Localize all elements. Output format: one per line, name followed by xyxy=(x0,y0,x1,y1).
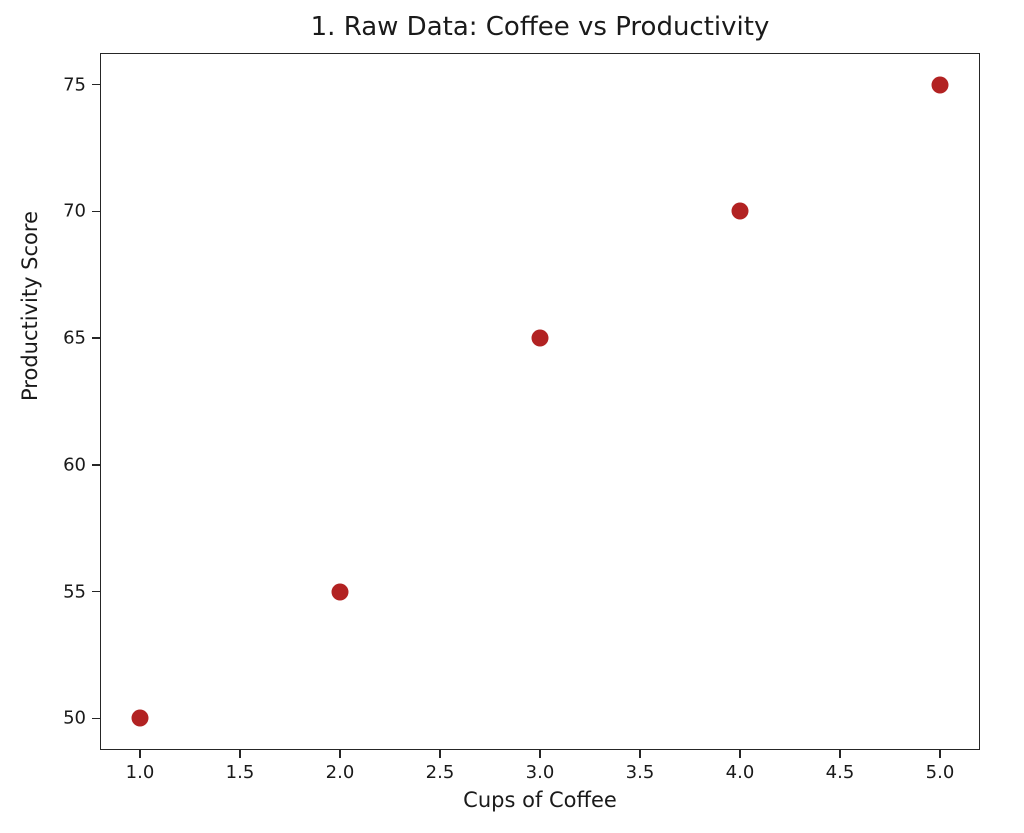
plot-area xyxy=(100,53,980,750)
x-tick-label: 2.0 xyxy=(325,762,355,783)
data-point xyxy=(331,583,349,601)
data-point xyxy=(531,329,549,347)
x-tick-label: 3.5 xyxy=(625,762,655,783)
x-tick-label: 4.5 xyxy=(825,762,855,783)
x-tick-mark xyxy=(139,750,141,758)
x-tick-mark xyxy=(739,750,741,758)
data-point xyxy=(731,202,749,220)
x-tick-mark xyxy=(939,750,941,758)
x-tick-label: 4.0 xyxy=(725,762,755,783)
x-tick-mark xyxy=(639,750,641,758)
data-point xyxy=(931,76,949,94)
y-tick-label: 70 xyxy=(63,200,86,222)
x-tick-label: 1.0 xyxy=(125,762,155,783)
y-tick-mark xyxy=(92,83,100,86)
y-tick-mark xyxy=(92,717,100,720)
x-axis-label: Cups of Coffee xyxy=(463,788,617,812)
x-tick-mark xyxy=(539,750,541,758)
x-tick-label: 1.5 xyxy=(225,762,255,783)
y-tick-mark xyxy=(92,337,100,339)
y-tick-label: 60 xyxy=(63,454,86,476)
y-tick-label: 55 xyxy=(63,581,86,603)
x-tick-mark xyxy=(339,750,341,758)
y-tick-mark xyxy=(92,590,100,593)
y-tick-mark xyxy=(92,210,100,213)
x-tick-label: 5.0 xyxy=(925,762,955,783)
x-tick-label: 3.0 xyxy=(525,762,555,783)
y-tick-label: 75 xyxy=(63,74,86,96)
y-tick-label: 65 xyxy=(63,327,86,349)
data-point xyxy=(131,709,149,727)
y-tick-mark xyxy=(92,464,100,466)
x-tick-mark xyxy=(439,750,441,758)
y-tick-label: 50 xyxy=(63,707,86,729)
chart-title: 1. Raw Data: Coffee vs Productivity xyxy=(310,12,770,42)
x-tick-label: 2.5 xyxy=(425,762,455,783)
x-tick-mark xyxy=(239,750,241,758)
x-tick-mark xyxy=(839,750,841,758)
